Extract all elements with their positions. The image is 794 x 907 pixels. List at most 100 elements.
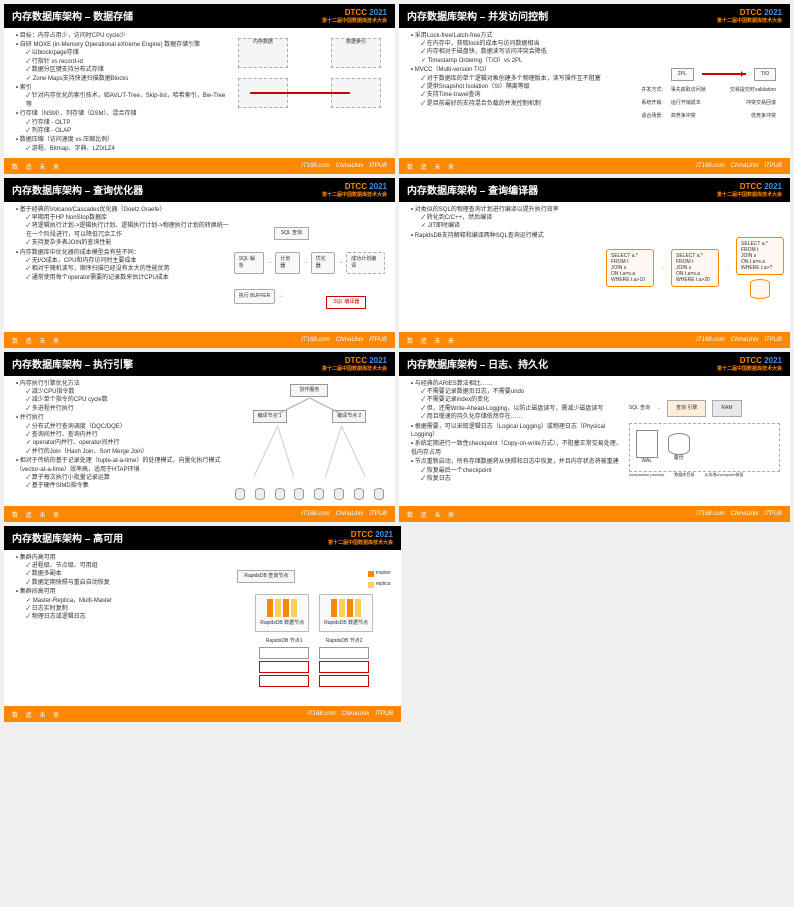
footer-brand: ITPUB [375, 711, 393, 717]
sub-bullet: 无I/O成本，CPU和内存访问时主要成本 [26, 257, 230, 265]
footer-brand: ChinaUnix [336, 511, 364, 517]
optimizer-diagram: SQL 查询 SQL 解析→计划器→优化器→成功计划编译 执行 BUFFER→S… [234, 227, 385, 309]
sub-bullet: 而且慢速的持久化存储依然存在…… [421, 413, 625, 421]
slide-title: 内存数据库架构 – 数据存储 [12, 8, 133, 23]
footer-brand: ITPUB [764, 163, 782, 169]
sub-bullet: 行存储 - OLTP [26, 119, 230, 127]
slide: 内存数据库架构 – 执行引擎 DTCC 2021 第十二届中国数据库技术大会 内… [4, 352, 395, 522]
conference-logo: DTCC 2021 第十二届中国数据库技术大会 [322, 8, 387, 24]
bullet-list: 内存执行引擎优化方法减少CPU指令数减少单个指令的CPU cycle数多进程并行… [10, 380, 230, 491]
footer-slogan: 数 造 未 来 [12, 510, 62, 519]
sub-bullet: 内存相对于磁盘快，数据读写访问冲突会降低 [421, 48, 625, 56]
slide: 内存数据库架构 – 查询优化器 DTCC 2021 第十二届中国数据库技术大会 … [4, 178, 395, 348]
sub-bullet: 数据定期快照与重启自动恢复 [26, 579, 233, 587]
footer-brand: ChinaUnix [731, 337, 759, 343]
sub-bullet: 减少CPU指令数 [26, 388, 230, 396]
sub-bullet: 基于硬件SIMD指令集 [26, 482, 230, 490]
conference-logo: DTCC 2021 第十二届中国数据库技术大会 [322, 182, 387, 198]
footer-brand: IT168.com [301, 511, 329, 517]
slide-footer: 数 造 未 来 IT168.com ChinaUnix ITPUB [399, 506, 790, 522]
footer-brand: ChinaUnix [731, 163, 759, 169]
footer-brand: IT168.com [301, 337, 329, 343]
conference-logo: DTCC 2021 第十二届中国数据库技术大会 [717, 356, 782, 372]
sub-bullet: 行指针 vs record-id [26, 58, 230, 66]
sub-bullet: 减少单个指令的CPU cycle数 [26, 396, 230, 404]
footer-brand: ChinaUnix [336, 163, 364, 169]
sub-bullet: 数据分区键支持分布式存储 [26, 66, 230, 74]
slide-header: 内存数据库架构 – 高可用 DTCC 2021 第十二届中国数据库技术大会 [4, 526, 401, 550]
footer-brand: ITPUB [369, 511, 387, 517]
footer-slogan: 数 造 未 来 [407, 510, 457, 519]
sub-bullet: Timestamp Ordering（T/O）vs 2PL [421, 57, 625, 65]
slide-title: 内存数据库架构 – 并发访问控制 [407, 8, 548, 23]
slide: 内存数据库架构 – 高可用 DTCC 2021 第十二届中国数据库技术大会 集群… [4, 526, 401, 722]
conference-logo: DTCC 2021 第十二届中国数据库技术大会 [717, 182, 782, 198]
bullet: 目标：内存占用少，访问时CPU cycle少 [16, 32, 230, 40]
bullet: 并行执行分布式并行查询调度（DQC/DQE）查询间并行、查询内并行operato… [16, 414, 230, 456]
concurrency-table: 2PLT/O 并发方式:事先获取访问锁交易提交时validation系统开销:运… [633, 68, 776, 120]
slide: 内存数据库架构 – 查询编译器 DTCC 2021 第十二届中国数据库技术大会 … [399, 178, 790, 348]
sub-bullet: 以block/page存储 [26, 49, 230, 57]
footer-brand: IT168.com [307, 711, 335, 717]
bullet: 节点重新启动，所有存储数据将从快照和日志中恢复，并且内存状态将被重建恢复最后一个… [411, 458, 625, 483]
bullet-list: 采用Lock-free/Latch-free方式在内存中，获取lock的成本与访… [405, 32, 625, 109]
sub-bullet: Zone Maps支持快速扫描数据Blocks [26, 75, 230, 83]
compiler-diagram: SELECT a.*FROM tJOIN sON t.a=s.aWHERE t.… [606, 237, 784, 299]
sub-bullet: 在内存中，获取lock的成本与访问数据相当 [421, 40, 625, 48]
bullet: 相对于传统的基于记录处理（tuple-at-a-time）的处理模式，向量化执行… [16, 457, 230, 491]
sub-bullet: 游程、Bitmap、字典、LZ0/LZ4 [26, 145, 230, 153]
bullet: RapidsDB支持解释和编译两种SQL查询运行模式 [411, 232, 606, 240]
sub-bullet: operator内并行、operator间并行 [26, 439, 230, 447]
sub-bullet: 支持复杂多表JOIN的查询性能 [26, 239, 230, 247]
slide-title: 内存数据库架构 – 高可用 [12, 530, 123, 545]
slide: 内存数据库架构 – 日志、持久化 DTCC 2021 第十二届中国数据库技术大会… [399, 352, 790, 522]
sub-bullet: 但，还需Write-Ahead-Logging，以防止磁盘读写，需减少磁盘读写 [421, 405, 625, 413]
sub-bullet: 支持Time-travel查询 [421, 91, 625, 99]
footer-slogan: 数 造 未 来 [407, 336, 457, 345]
slide-title: 内存数据库架构 – 执行引擎 [12, 356, 133, 371]
storage-diagram: 内存数据 数据索引 [230, 32, 389, 156]
sub-bullet: 物理日志或逻辑日志 [26, 613, 233, 621]
sub-bullet: 转化到C/C++，然后编译 [421, 214, 606, 222]
sub-bullet: 早期用于HP NonStop数据库 [26, 214, 230, 222]
footer-brand: ChinaUnix [336, 337, 364, 343]
sub-bullet: 通常使用每个operator需要的记录数来估计CPU成本 [26, 274, 230, 282]
slide-footer: 数 造 未 来 IT168.comChinaUnixITPUB [399, 332, 790, 348]
sub-bullet: 针对内存优化的索引技术，如AVL/T-Tree，Skip-list，哈希索引，B… [26, 92, 230, 109]
sub-bullet: 数据多副本 [26, 570, 233, 578]
sub-bullet: 日志实时复制 [26, 605, 233, 613]
sub-bullet: JIT即时编译 [421, 222, 606, 230]
footer-brand: ITPUB [369, 163, 387, 169]
bullet: 对类似的SQL的物理查询计划进行编译以提升执行效率转化到C/C++，然后编译JI… [411, 206, 606, 231]
sub-bullet: 列存储 - OLAP [26, 127, 230, 135]
bullet: 内存数据库中优化器的成本模型会有些不同：无I/O成本，CPU和内存访问时主要成本… [16, 249, 230, 283]
sub-bullet: 恢复日志 [421, 475, 625, 483]
slide-footer: 数 造 未 来 IT168.comChinaUnixITPUB [4, 158, 395, 174]
sub-bullet: 将逻辑执行计划->逻辑执行计划、逻辑执行计划->物理执行计划的转换统一在一个阶段… [26, 222, 230, 239]
sub-bullet: 分布式并行查询调度（DQC/DQE） [26, 423, 230, 431]
bullet: 自研 MOXE (in-Memory Operational eXtreme E… [16, 41, 230, 83]
bullet-list: 基于经典的Volcano/Cascades优化器（Goetz Graefe）早期… [10, 206, 230, 283]
footer-slogan: 数 造 未 来 [12, 710, 62, 719]
sub-bullet: 算子每次执行小批量记录运算 [26, 474, 230, 482]
footer-slogan: 数 造 未 来 [407, 162, 457, 171]
slide-header: 内存数据库架构 – 查询编译器 DTCC 2021 第十二届中国数据库技术大会 [399, 178, 790, 202]
footer-brand: IT168.com [696, 511, 724, 517]
bullet: MVCC（Multi-version T/O）对于数据库的单个逻辑对象创建多个物… [411, 66, 625, 108]
footer-brand: IT168.com [301, 163, 329, 169]
conference-logo: DTCC 2021 第十二届中国数据库技术大会 [322, 356, 387, 372]
footer-brand: ChinaUnix [731, 511, 759, 517]
footer-brand: ITPUB [369, 337, 387, 343]
sub-bullet: 对于数据库的单个逻辑对象创建多个物理版本，读写操作互不阻塞 [421, 75, 625, 83]
slide-header: 内存数据库架构 – 数据存储 DTCC 2021 第十二届中国数据库技术大会 [4, 4, 395, 28]
footer-brand: ITPUB [764, 511, 782, 517]
slide-title: 内存数据库架构 – 查询编译器 [407, 182, 538, 197]
slide-footer: 数 造 未 来 IT168.com ChinaUnix ITPUB [4, 506, 395, 522]
bullet: 数据压缩（访问速度 vs 压缩比例）游程、Bitmap、字典、LZ0/LZ4 [16, 136, 230, 153]
sub-bullet: 查询间并行、查询内并行 [26, 431, 230, 439]
bullet: 集群内高可用进程级、节点级、可用组数据多副本数据定期快照与重启自动恢复 [16, 554, 233, 588]
bullet: 行存储（NSM）、列存储（DSM）、混合存储行存储 - OLTP列存储 - OL… [16, 110, 230, 135]
bullet-list: 对类似的SQL的物理查询计划进行编译以提升执行效率转化到C/C++，然后编译JI… [405, 206, 606, 241]
sub-bullet: 提供Snapshot Isolation（SI）隔离等级 [421, 83, 625, 91]
sub-bullet: 恢复最后一个checkpoint [421, 467, 625, 475]
